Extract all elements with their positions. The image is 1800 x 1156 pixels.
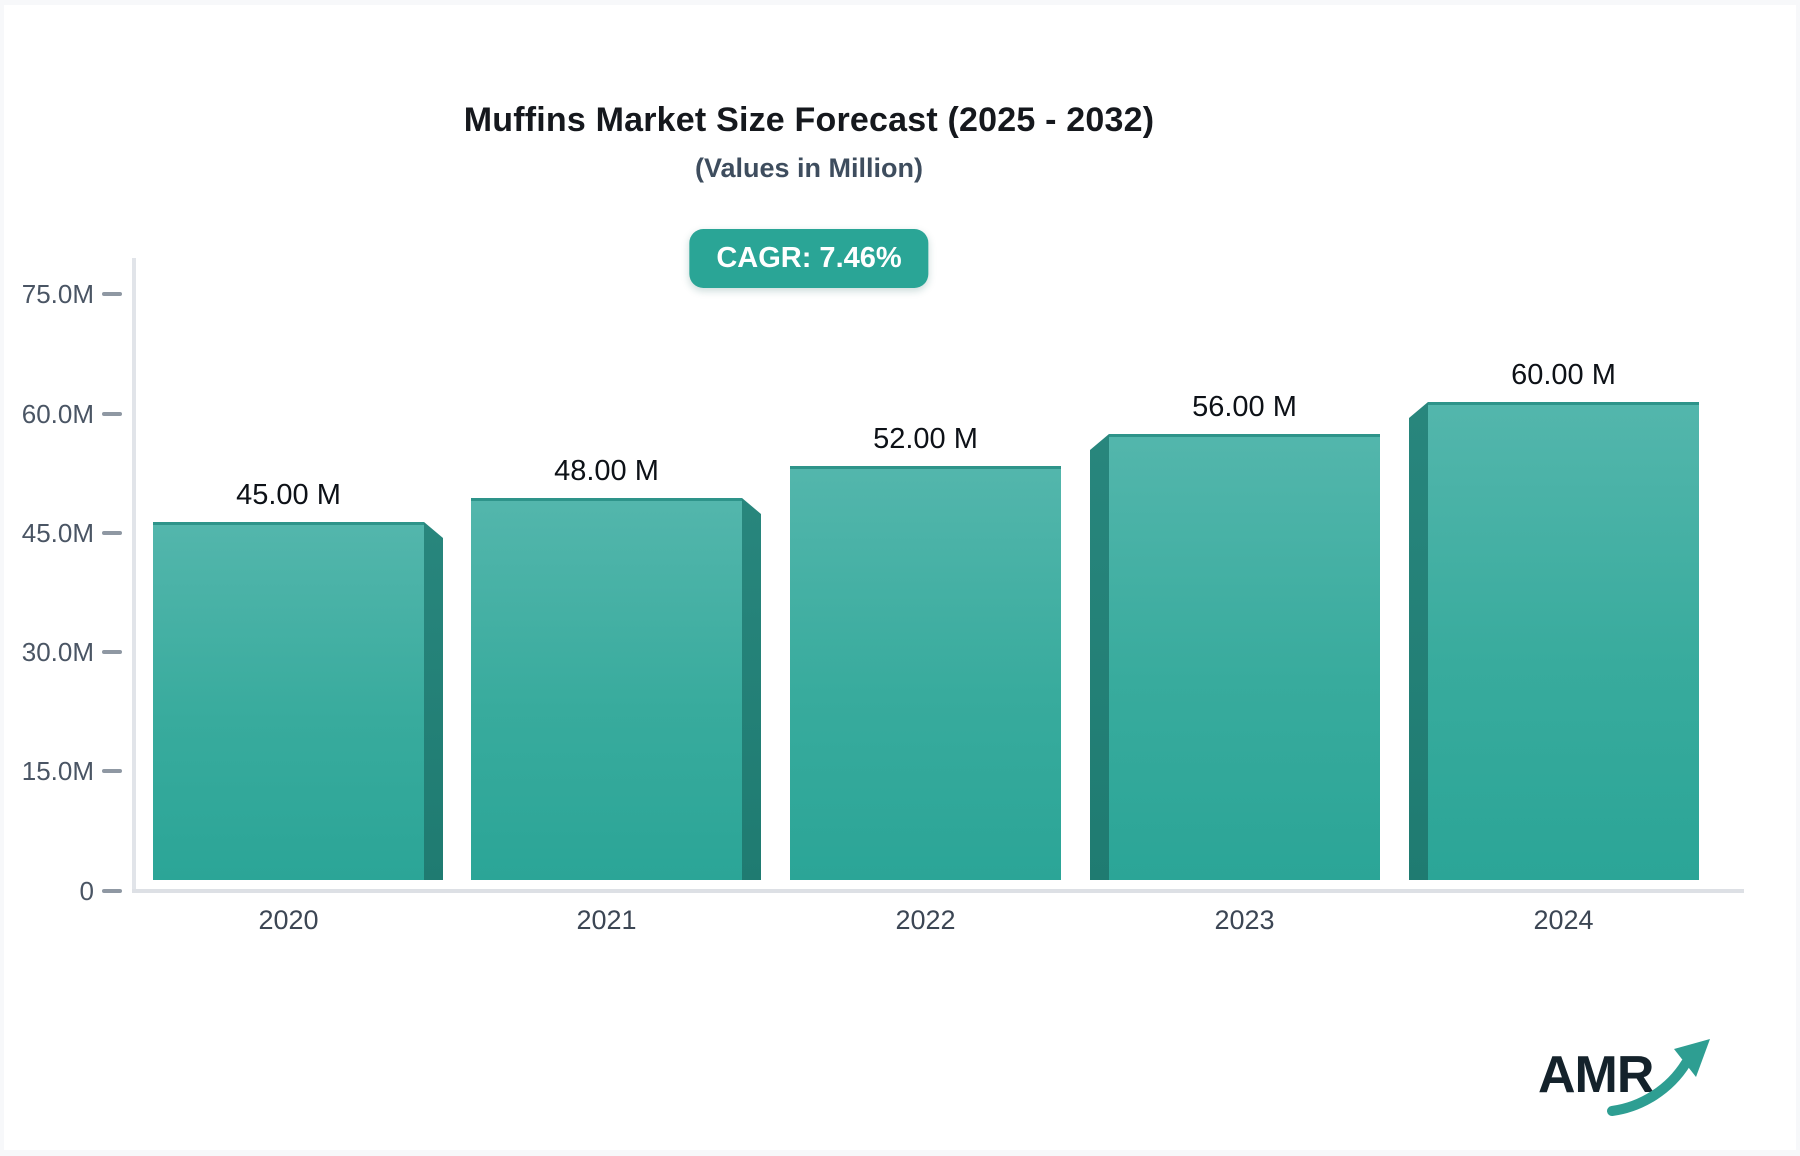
growth-arrow-icon [1607, 1039, 1710, 1116]
y-tick-label: 15.0M [21, 756, 94, 786]
y-tick-label: 60.0M [21, 399, 94, 429]
cagr-badge: CAGR: 7.46% [689, 229, 929, 288]
bar-3d-side [1409, 402, 1428, 880]
y-axis-line [132, 258, 136, 893]
bar-value-label: 60.00 M [1511, 359, 1616, 391]
x-axis-line [132, 889, 1744, 893]
bar-value-label: 52.00 M [873, 423, 978, 455]
amr-logo: AMR [1504, 1023, 1744, 1133]
chart-subtitle: (Values in Million) [694, 153, 924, 183]
x-tick-label: 2022 [895, 905, 956, 935]
bar-3d-side [1090, 434, 1109, 880]
y-tick-mark [102, 889, 122, 893]
chart-title: Muffins Market Size Forecast (2025 - 203… [463, 101, 1155, 139]
bar-3d-side [742, 498, 761, 880]
x-tick-label: 2023 [1214, 905, 1275, 935]
bar-2021: 48.00 M 2021 [471, 455, 761, 935]
y-tick-label: 75.0M [21, 279, 94, 309]
y-tick-mark [102, 292, 122, 296]
bar-value-label: 48.00 M [554, 455, 659, 487]
y-tick-mark [102, 650, 122, 654]
bar-2020: 45.00 M 2020 [153, 479, 443, 935]
bar-value-label: 45.00 M [236, 479, 341, 511]
x-tick-label: 2021 [576, 905, 637, 935]
bar-3d-side [424, 522, 443, 880]
chart-card: Muffins Market Size Forecast (2025 - 203… [4, 5, 1796, 1150]
y-tick-label: 30.0M [21, 637, 94, 667]
bar-2022: 52.00 M 2022 [790, 423, 1061, 935]
x-tick-label: 2020 [258, 905, 319, 935]
y-tick-mark [102, 412, 122, 416]
amr-logo-text: AMR [1538, 1046, 1654, 1104]
y-tick-mark [102, 531, 122, 535]
y-tick-label: 45.0M [21, 518, 94, 548]
bar-value-label: 56.00 M [1192, 391, 1297, 423]
x-tick-label: 2024 [1533, 905, 1594, 935]
y-tick-mark [102, 769, 122, 773]
y-tick-label: 0 [79, 876, 94, 906]
bar-2023: 56.00 M 2023 [1090, 391, 1380, 935]
bar-2024: 60.00 M 2024 [1409, 359, 1699, 935]
